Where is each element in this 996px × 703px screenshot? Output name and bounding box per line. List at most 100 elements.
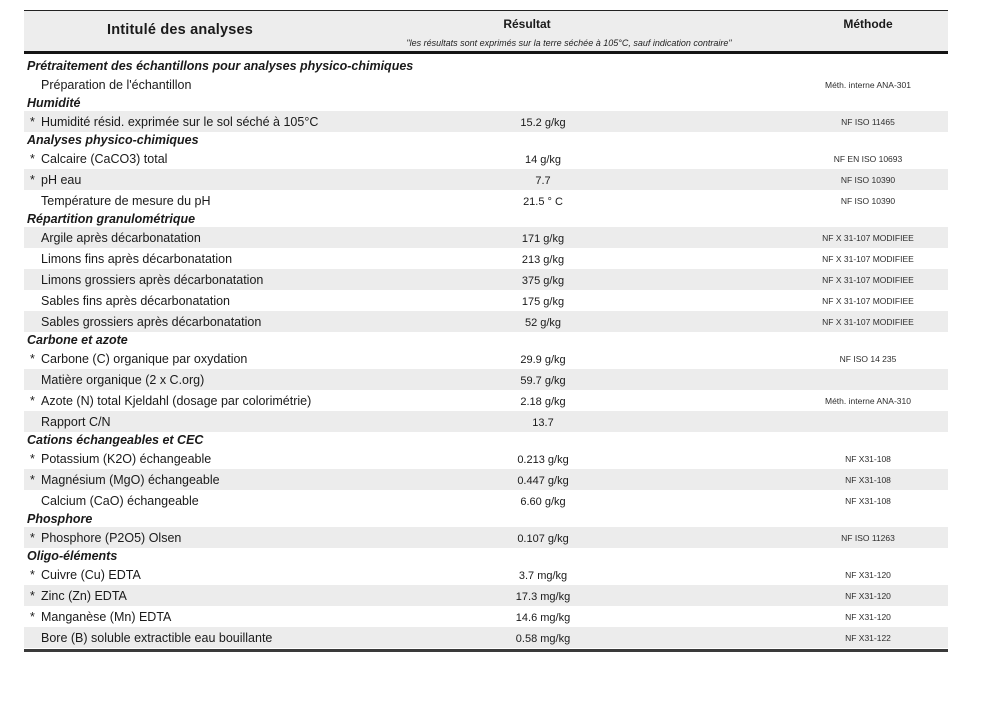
- analysis-label-cell: Calcium (CaO) échangeable: [24, 490, 422, 511]
- table-row: * Cuivre (Cu) EDTA 3.7 mg/kg NF X31-120: [24, 564, 948, 585]
- spacer: [664, 269, 788, 290]
- result-value: 52 g/kg: [524, 317, 562, 329]
- spacer: [664, 564, 788, 585]
- analysis-label-cell: * pH eau: [24, 169, 422, 190]
- analysis-label-cell: Limons grossiers après décarbonatation: [24, 269, 422, 290]
- footnote-asterisk: *: [30, 115, 35, 129]
- table-row: Préparation de l'échantillon Méth. intern…: [24, 74, 948, 95]
- analysis-label: Limons fins après décarbonatation: [41, 252, 233, 266]
- analysis-label-cell: Argile après décarbonatation: [24, 227, 422, 248]
- result-value: 13.7: [532, 417, 554, 429]
- column-header-analyses: Intitulé des analyses: [106, 22, 254, 38]
- table-row: Bore (B) soluble extractible eau bouilla…: [24, 627, 948, 648]
- result-value: 0.447 g/kg: [517, 475, 569, 487]
- table-row: Sables grossiers après décarbonatation 52…: [24, 311, 948, 332]
- analysis-label-cell: Rapport C/N: [24, 411, 422, 432]
- section-title: Phosphore: [27, 512, 93, 526]
- analysis-label: Carbone (C) organique par oxydation: [41, 352, 248, 366]
- result-note: "les résultats sont exprimés sur la terr…: [406, 38, 732, 48]
- result-value: 2.18 g/kg: [520, 396, 566, 408]
- analysis-label: Manganèse (Mn) EDTA: [41, 610, 172, 624]
- table-row: Sables fins après décarbonatation 175 g/k…: [24, 290, 948, 311]
- result-value: 17.3 mg/kg: [515, 591, 571, 603]
- analysis-label: Azote (N) total Kjeldahl (dosage par col…: [41, 394, 312, 408]
- spacer: [664, 490, 788, 511]
- section-title: Carbone et azote: [27, 333, 128, 347]
- method-value: NF X 31-107 MODIFIEE: [822, 254, 914, 264]
- method-value: NF X31-120: [845, 612, 891, 622]
- column-header-result: Résultat: [503, 17, 551, 31]
- footnote-asterisk: *: [30, 173, 35, 187]
- analysis-label-cell: * Zinc (Zn) EDTA: [24, 585, 422, 606]
- analysis-label: Préparation de l'échantillon: [41, 78, 192, 92]
- method-value: NF ISO 11263: [841, 533, 895, 543]
- method-value: [788, 412, 948, 433]
- table-row: * Zinc (Zn) EDTA 17.3 mg/kg NF X31-120: [24, 585, 948, 606]
- analysis-label: Calcaire (CaCO3) total: [41, 152, 168, 166]
- method-value: NF ISO 10390: [840, 175, 896, 185]
- table-row: Calcium (CaO) échangeable 6.60 g/kg NF X31…: [24, 490, 948, 511]
- analysis-label-cell: * Phosphore (P2O5) Olsen: [24, 527, 422, 548]
- section-title: Analyses physico-chimiques: [27, 133, 199, 147]
- column-header-method: Méthode: [843, 17, 893, 31]
- table-row: * Phosphore (P2O5) Olsen 0.107 g/kg NF ISO …: [24, 527, 948, 548]
- analysis-label: Potassium (K2O) échangeable: [41, 452, 212, 466]
- analysis-label: Magnésium (MgO) échangeable: [41, 473, 220, 487]
- analysis-label: Argile après décarbonatation: [41, 231, 201, 245]
- analysis-label: Sables grossiers après décarbonatation: [41, 315, 262, 329]
- spacer: [664, 411, 788, 432]
- spacer: [664, 290, 788, 311]
- spacer: [664, 585, 788, 606]
- footnote-asterisk: *: [30, 589, 35, 603]
- analysis-label: Phosphore (P2O5) Olsen: [41, 531, 182, 545]
- analysis-label-cell: Limons fins après décarbonatation: [24, 248, 422, 269]
- analysis-label: Humidité résid. exprimée sur le sol séch…: [41, 115, 319, 129]
- analysis-label: Sables fins après décarbonatation: [41, 294, 231, 308]
- table-row: Limons grossiers après décarbonatation 37…: [24, 269, 948, 290]
- result-value: [422, 76, 664, 97]
- footnote-asterisk: *: [30, 568, 35, 582]
- analysis-label-cell: Température de mesure du pH: [24, 190, 422, 211]
- spacer: [664, 448, 788, 469]
- table-row: * Humidité résid. exprimée sur le sol séc…: [24, 111, 948, 132]
- result-value: 3.7 mg/kg: [518, 570, 568, 582]
- spacer: [664, 74, 788, 95]
- section-title: Répartition granulométrique: [27, 212, 196, 226]
- spacer: [664, 311, 788, 332]
- result-value: 14 g/kg: [524, 154, 562, 166]
- method-value: NF X 31-107 MODIFIEE: [822, 275, 914, 285]
- spacer: [664, 148, 788, 169]
- analysis-label-cell: * Calcaire (CaCO3) total: [24, 148, 422, 169]
- result-value: 21.5 ° C: [523, 196, 563, 208]
- method-value: Méth. interne ANA-310: [825, 396, 911, 406]
- result-value: 213 g/kg: [521, 254, 565, 266]
- method-value: Méth. interne ANA-301: [825, 80, 911, 90]
- footnote-asterisk: *: [30, 452, 35, 466]
- analysis-label: Zinc (Zn) EDTA: [41, 589, 127, 603]
- spacer: [664, 369, 788, 390]
- analysis-label-cell: Sables grossiers après décarbonatation: [24, 311, 422, 332]
- result-value: 0.107 g/kg: [517, 533, 569, 545]
- section-title: Prétraitement des échantillons pour anal…: [27, 59, 414, 73]
- spacer: [664, 606, 788, 627]
- analysis-label-cell: * Carbone (C) organique par oxydation: [24, 348, 422, 369]
- footnote-asterisk: *: [30, 394, 35, 408]
- analysis-label-cell: Sables fins après décarbonatation: [24, 290, 422, 311]
- table-row: * Manganèse (Mn) EDTA 14.6 mg/kg NF X31-120: [24, 606, 948, 627]
- result-value: 171 g/kg: [521, 233, 565, 245]
- spacer: [664, 527, 788, 548]
- analysis-label: Cuivre (Cu) EDTA: [41, 568, 141, 582]
- result-value: 375 g/kg: [521, 275, 565, 287]
- table-body: Prétraitement des échantillons pour anal…: [24, 58, 948, 648]
- footnote-asterisk: *: [30, 152, 35, 166]
- table-row: * Potassium (K2O) échangeable 0.213 g/kg NF…: [24, 448, 948, 469]
- analysis-report-table: Intitulé des analyses Résultat Méthode "…: [24, 10, 948, 652]
- method-value: NF X31-108: [845, 475, 891, 485]
- method-value: NF ISO 10390: [840, 196, 896, 206]
- table-row: Limons fins après décarbonatation 213 g/k…: [24, 248, 948, 269]
- result-value: 0.58 mg/kg: [515, 633, 571, 645]
- spacer: [664, 627, 788, 648]
- analysis-label-cell: * Azote (N) total Kjeldahl (dosage par co…: [24, 390, 422, 411]
- analysis-label: pH eau: [41, 173, 82, 187]
